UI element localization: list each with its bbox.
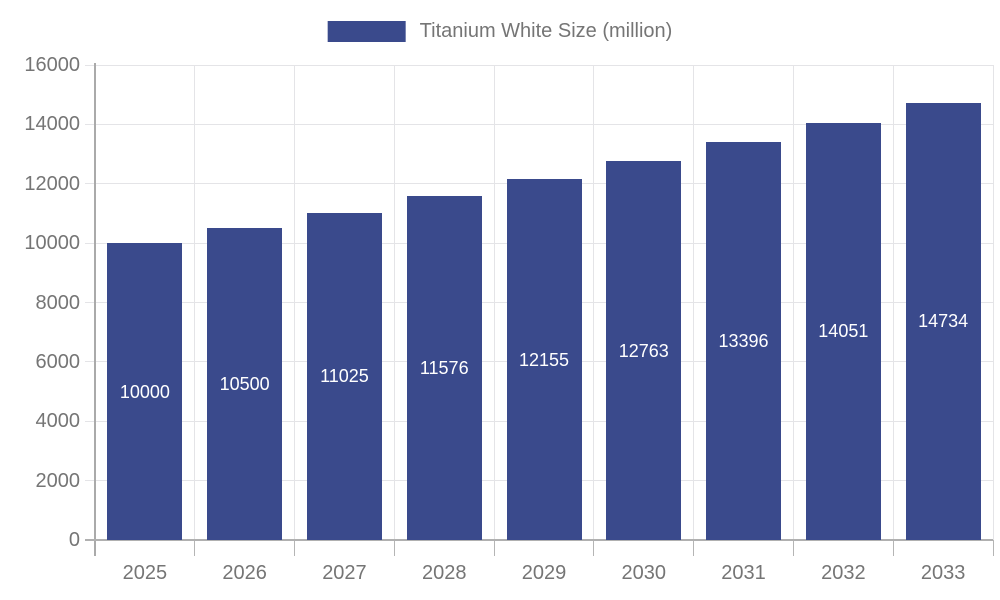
bar-value-label: 10500 xyxy=(219,374,270,395)
x-gridline xyxy=(194,65,196,540)
y-axis-tick-label: 12000 xyxy=(24,172,80,195)
bar xyxy=(606,161,682,540)
x-gridline xyxy=(294,65,296,540)
bar xyxy=(706,142,782,540)
x-axis-tick-label: 2026 xyxy=(222,562,267,584)
x-axis-tick-label: 2033 xyxy=(920,562,966,584)
legend-label: Titanium White Size (million) xyxy=(419,20,673,42)
x-axis-tick xyxy=(393,540,395,556)
y-axis-tick-label: 2000 xyxy=(35,469,81,492)
x-axis-tick xyxy=(493,540,495,556)
legend-swatch xyxy=(327,20,406,42)
x-axis-tick-label: 2030 xyxy=(621,562,667,584)
legend: Titanium White Size (million) xyxy=(327,18,673,44)
x-axis-tick-label: 2027 xyxy=(322,562,367,584)
x-gridline xyxy=(792,65,794,540)
bar-value-label: 13396 xyxy=(718,331,769,352)
x-axis-tick-label: 2032 xyxy=(821,562,866,584)
y-axis-line xyxy=(94,63,96,556)
x-axis-tick-label: 2029 xyxy=(521,562,567,584)
x-axis-tick xyxy=(693,540,695,556)
y-axis-tick-label: 0 xyxy=(68,529,80,551)
y-gridline xyxy=(85,64,993,66)
bar-value-label: 14734 xyxy=(918,311,969,332)
y-axis-tick-label: 16000 xyxy=(24,54,80,76)
bar-value-label: 12763 xyxy=(618,340,669,361)
bar xyxy=(207,228,283,540)
x-axis-tick xyxy=(593,540,595,556)
x-axis-tick-label: 2025 xyxy=(122,562,168,584)
bar xyxy=(905,102,981,540)
x-axis-tick xyxy=(294,540,296,556)
bar xyxy=(406,196,482,540)
x-axis-line xyxy=(85,539,993,541)
x-axis-tick-label: 2031 xyxy=(721,562,766,584)
bar xyxy=(306,212,382,540)
bar xyxy=(107,243,183,540)
x-axis-tick xyxy=(892,540,894,556)
x-gridline xyxy=(393,65,395,540)
y-axis-tick-label: 8000 xyxy=(35,291,81,314)
x-gridline xyxy=(992,65,994,540)
x-axis-tick xyxy=(792,540,794,556)
bar-value-label: 12155 xyxy=(518,349,570,370)
x-axis-tick xyxy=(194,540,196,556)
y-axis-tick-label: 6000 xyxy=(35,350,81,373)
y-axis-tick-label: 4000 xyxy=(35,410,81,433)
bar-value-label: 11025 xyxy=(320,366,369,387)
x-gridline xyxy=(892,65,894,540)
x-axis-tick xyxy=(992,540,994,556)
bar-value-label: 10000 xyxy=(119,381,170,402)
y-axis-tick-label: 10000 xyxy=(24,232,80,255)
bar-value-label: 11576 xyxy=(419,358,469,379)
bar xyxy=(805,122,881,540)
y-axis-tick-label: 14000 xyxy=(24,113,80,136)
x-axis-tick-label: 2028 xyxy=(421,562,467,584)
bar xyxy=(506,179,582,540)
x-gridline xyxy=(493,65,495,540)
y-gridline xyxy=(85,123,993,125)
bar-value-label: 14051 xyxy=(818,321,869,342)
x-gridline xyxy=(693,65,695,540)
x-gridline xyxy=(593,65,595,540)
